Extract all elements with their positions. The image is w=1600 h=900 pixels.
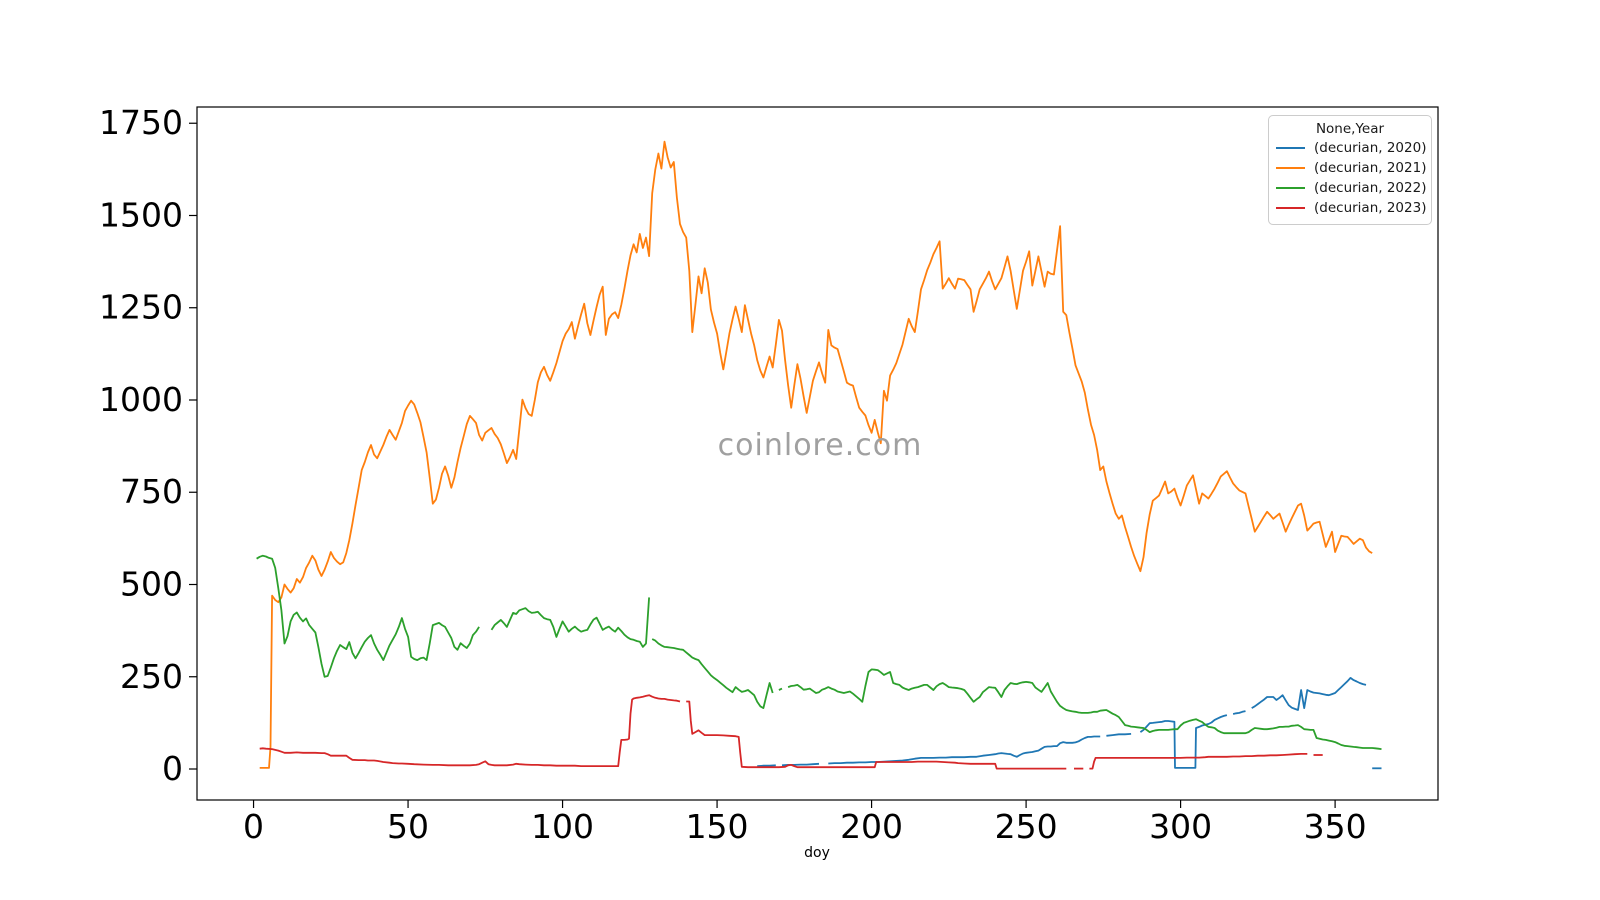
y-tick-label: 500 <box>120 564 183 603</box>
series-line-decurian-2023 <box>1089 753 1308 770</box>
x-tick-label: 250 <box>995 807 1058 846</box>
legend-line-swatch <box>1276 187 1305 189</box>
legend-item: (decurian, 2022) <box>1276 178 1427 198</box>
series-line-decurian-2023 <box>259 694 681 767</box>
series-line-decurian-2020 <box>1251 677 1367 711</box>
watermark: coinlore.com <box>717 428 923 463</box>
x-tick-label: 0 <box>243 807 264 846</box>
legend-item-label: (decurian, 2020) <box>1314 140 1427 156</box>
series-line-decurian-2020 <box>1106 733 1132 737</box>
y-tick-label: 1750 <box>99 103 183 142</box>
series-line-decurian-2022 <box>490 597 650 648</box>
legend-line-swatch <box>1276 167 1305 169</box>
legend-item-label: (decurian, 2021) <box>1314 160 1427 176</box>
y-tick-label: 750 <box>120 472 183 511</box>
series-line-decurian-2022 <box>787 668 1382 750</box>
series-line-decurian-2023 <box>686 700 1067 770</box>
x-tick-label: 350 <box>1304 807 1367 846</box>
legend-item: (decurian, 2023) <box>1276 198 1427 218</box>
x-axis-label: doy <box>804 845 830 861</box>
x-tick-label: 200 <box>840 807 903 846</box>
legend-item-label: (decurian, 2022) <box>1314 180 1427 196</box>
legend-title: None,Year <box>1315 121 1385 137</box>
x-tick-label: 100 <box>531 807 594 846</box>
plot-area-border <box>196 106 1439 801</box>
legend-item: (decurian, 2020) <box>1276 138 1427 158</box>
series-line-decurian-2020 <box>828 735 1101 765</box>
y-tick-label: 1500 <box>99 195 183 234</box>
x-tick-label: 150 <box>686 807 749 846</box>
legend-line-swatch <box>1276 147 1305 149</box>
y-tick-label: 250 <box>120 657 183 696</box>
y-tick-label: 1000 <box>99 380 183 419</box>
legend-entries: (decurian, 2020) (decurian, 2021) (decuria… <box>1276 138 1427 218</box>
series-line-decurian-2022 <box>778 687 783 691</box>
legend-item: (decurian, 2021) <box>1276 158 1427 178</box>
series-line-decurian-2022 <box>256 554 480 678</box>
series-line-decurian-2021 <box>259 140 1373 769</box>
series-line-decurian-2020 <box>1232 710 1246 715</box>
x-tick-label: 300 <box>1149 807 1212 846</box>
y-tick-label: 0 <box>162 749 183 788</box>
legend: None,Year (decurian, 2020) (decurian, 202… <box>1268 115 1432 225</box>
legend-item-label: (decurian, 2023) <box>1314 200 1427 216</box>
y-tick-label: 1250 <box>99 288 183 327</box>
legend-line-swatch <box>1276 207 1305 209</box>
series-line-decurian-2020 <box>757 764 776 767</box>
series-line-decurian-2022 <box>651 638 774 709</box>
x-tick-label: 50 <box>387 807 429 846</box>
series-line-decurian-2020 <box>1139 714 1228 769</box>
